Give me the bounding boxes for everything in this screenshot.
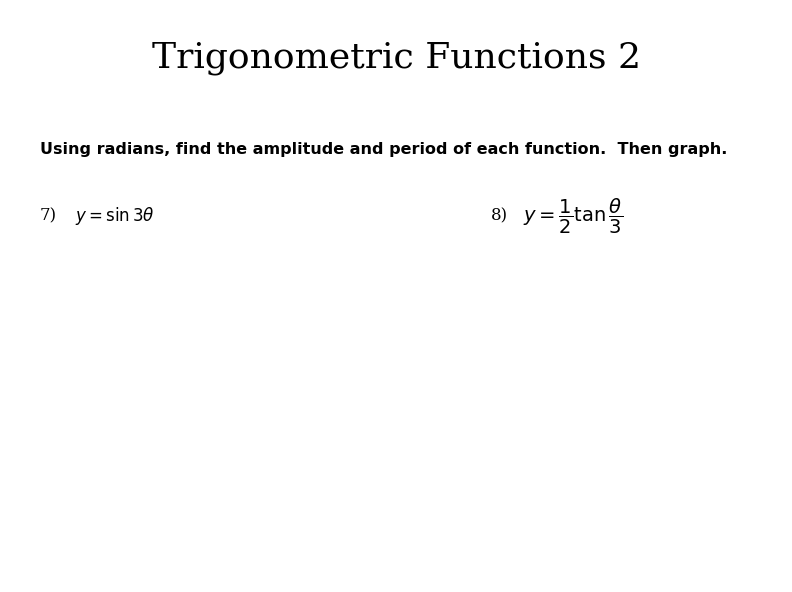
Text: Using radians, find the amplitude and period of each function.  Then graph.: Using radians, find the amplitude and pe…: [40, 142, 727, 157]
Text: 7): 7): [40, 208, 57, 224]
Text: Trigonometric Functions 2: Trigonometric Functions 2: [151, 41, 641, 75]
Text: $y = \dfrac{1}{2}\tan\dfrac{\theta}{3}$: $y = \dfrac{1}{2}\tan\dfrac{\theta}{3}$: [523, 197, 623, 236]
Text: $y = \sin 3\theta$: $y = \sin 3\theta$: [75, 205, 155, 227]
Text: 8): 8): [491, 208, 508, 224]
